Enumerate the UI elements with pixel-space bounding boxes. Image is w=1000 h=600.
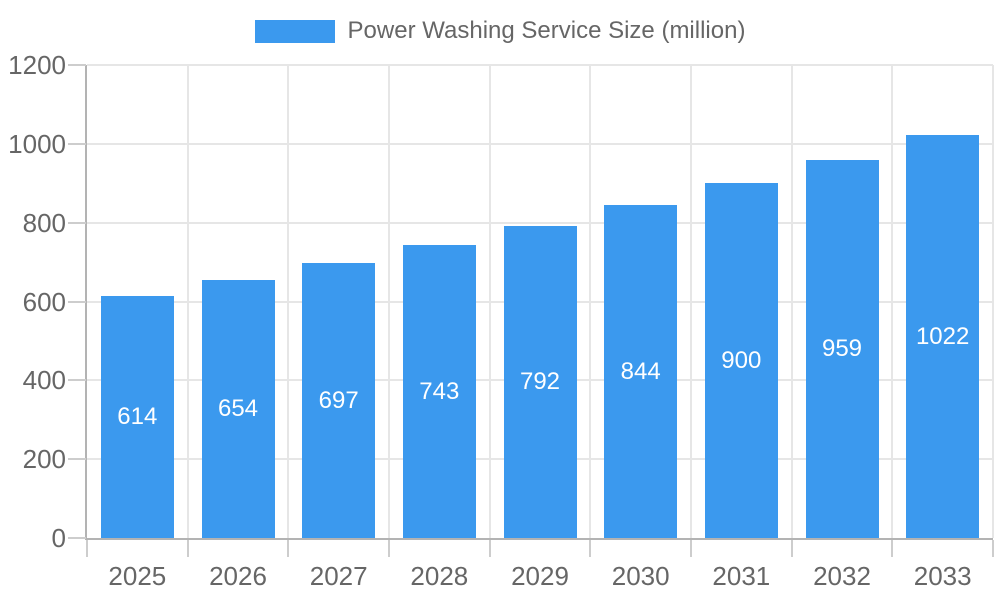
x-axis-tick [388,540,390,557]
bar[interactable]: 697 [302,263,376,538]
x-axis-tick-label: 2032 [813,561,871,591]
gridline-vertical [690,65,692,538]
bar[interactable]: 743 [402,245,476,538]
bar-value-label: 1022 [915,322,970,350]
y-axis-tick [68,379,86,382]
bar[interactable]: 900 [704,183,778,538]
x-axis-tick-label: 2033 [913,561,972,591]
x-axis-tick-label: 2031 [712,561,771,591]
y-axis-tick-label: 200 [22,444,66,475]
y-axis-tick-label: 800 [22,207,66,238]
x-axis-tick-label: 2026 [209,561,267,591]
gridline-vertical [488,65,491,538]
gridline-vertical [790,65,793,538]
x-axis-tick [186,540,189,557]
y-axis-tick [68,221,86,224]
bar-value-label: 654 [217,395,259,423]
chart-legend[interactable]: Power Washing Service Size (million) [0,17,1000,45]
legend-swatch-icon [254,19,335,43]
x-axis-tick [992,540,994,557]
bar[interactable]: 614 [100,295,174,538]
gridline-horizontal [87,64,993,66]
y-axis-tick [68,64,86,66]
bar-value-label: 900 [721,346,762,374]
x-axis-tick [86,540,88,557]
bar-value-label: 697 [318,386,359,414]
x-axis-tick-label: 2025 [108,561,167,591]
y-axis-tick-label: 1200 [8,50,66,80]
gridline-vertical [589,65,592,538]
bar[interactable]: 792 [503,225,577,538]
gridline-vertical [287,65,290,538]
bar-value-label: 844 [620,357,661,385]
y-axis-tick [68,458,86,461]
x-axis-tick [790,540,793,557]
gridline-vertical [388,65,390,538]
y-axis-tick-label: 600 [22,286,66,317]
x-axis-tick-label: 2027 [309,561,368,591]
x-axis-tick [690,540,692,557]
x-axis-tick-label: 2029 [511,561,569,591]
gridline-horizontal [87,221,993,224]
plot-area: 614 654 697 743 792 844 900 959 1022 [85,64,994,540]
bar[interactable]: 1022 [906,135,980,538]
bar-value-label: 792 [519,367,561,395]
x-axis-tick [488,540,491,557]
x-axis-tick-label: 2030 [611,561,670,591]
bar[interactable]: 959 [805,160,879,538]
gridline-vertical [186,65,189,538]
gridline-vertical [992,65,994,538]
y-axis-tick [68,537,86,539]
gridline-horizontal [87,142,993,145]
y-axis-tick-label: 400 [22,365,66,396]
gridline-vertical [891,65,894,538]
bar-value-label: 959 [821,335,863,362]
legend-label: Power Washing Service Size (million) [347,17,746,44]
y-axis-tick-label: 1000 [8,128,66,159]
bar-value-label: 614 [117,402,158,430]
bar[interactable]: 654 [201,280,275,538]
y-axis-tick [68,142,86,145]
bar[interactable]: 844 [604,205,678,538]
y-axis-tick [68,300,86,303]
x-axis-tick-label: 2028 [410,561,469,591]
y-axis-tick-label: 0 [51,523,66,553]
bar-value-label: 743 [419,377,460,405]
x-axis-tick [287,540,290,557]
x-axis-tick [891,540,894,557]
x-axis-tick [589,540,592,557]
